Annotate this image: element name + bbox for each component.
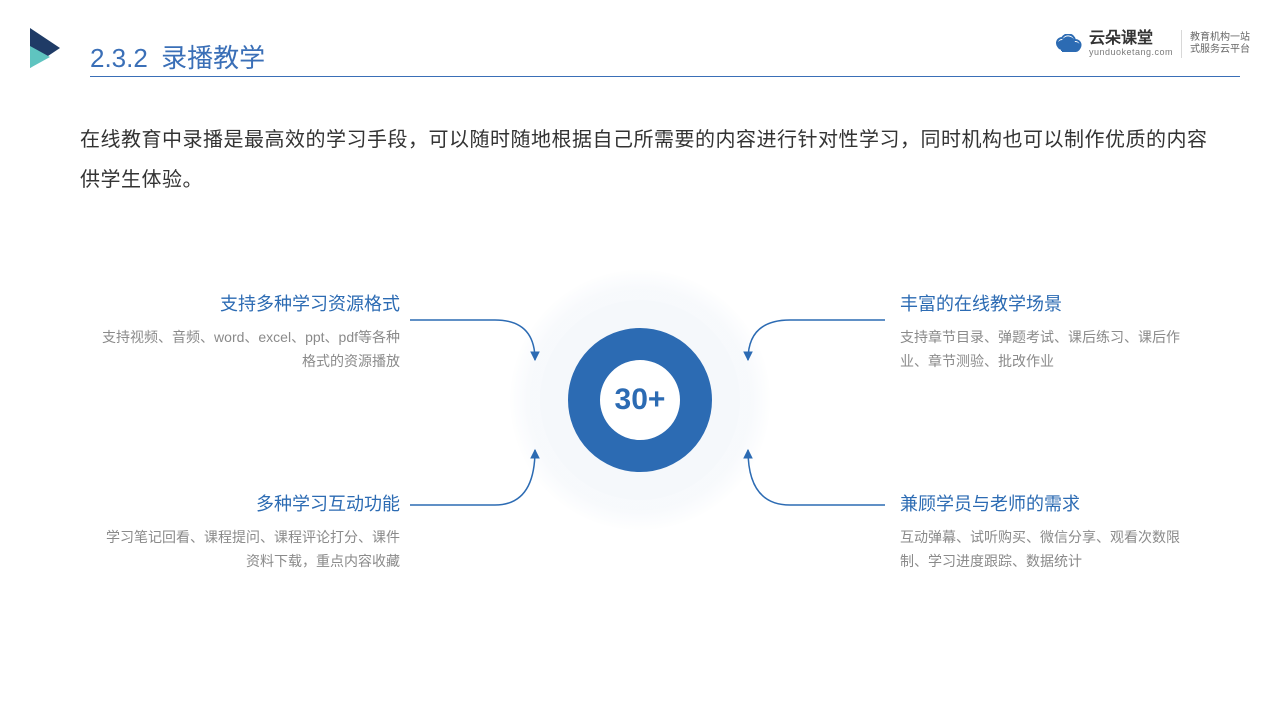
feature-desc: 学习笔记回看、课程提问、课程评论打分、课件资料下载，重点内容收藏 (100, 526, 400, 574)
feature-desc: 互动弹幕、试听购买、微信分享、观看次数限制、学习进度跟踪、数据统计 (900, 526, 1200, 574)
connector-top-left (400, 310, 540, 370)
feature-bottom-left: 多种学习互动功能 学习笔记回看、课程提问、课程评论打分、课件资料下载，重点内容收… (100, 490, 400, 574)
connector-bottom-right (740, 440, 890, 520)
connector-bottom-left (400, 440, 540, 520)
center-circle: 30+ (540, 300, 740, 500)
center-value: 30+ (540, 300, 740, 500)
play-bullet-icon (30, 28, 64, 73)
feature-bottom-right: 兼顾学员与老师的需求 互动弹幕、试听购买、微信分享、观看次数限制、学习进度跟踪、… (900, 490, 1200, 574)
brand-tagline-line1: 教育机构一站 (1190, 32, 1250, 44)
slide-header: 2.3.2 录播教学 云朵课堂 yunduoketang.com 教育机构一站 … (30, 20, 1250, 80)
intro-paragraph: 在线教育中录播是最高效的学习手段，可以随时随地根据自己所需要的内容进行针对性学习… (80, 120, 1210, 200)
cloud-icon (1055, 34, 1083, 54)
feature-title: 丰富的在线教学场景 (900, 290, 1200, 316)
logo-divider (1181, 30, 1182, 58)
feature-title: 多种学习互动功能 (100, 490, 400, 516)
brand-domain: yunduoketang.com (1089, 48, 1173, 58)
brand-name: 云朵课堂 (1089, 30, 1173, 48)
feature-desc: 支持视频、音频、word、excel、ppt、pdf等各种格式的资源播放 (100, 326, 400, 374)
section-number: 2.3.2 (90, 43, 148, 73)
brand-tagline-line2: 式服务云平台 (1190, 44, 1250, 56)
feature-title: 兼顾学员与老师的需求 (900, 490, 1200, 516)
connector-top-right (740, 310, 890, 370)
brand-tagline: 教育机构一站 式服务云平台 (1190, 32, 1250, 56)
feature-desc: 支持章节目录、弹题考试、课后练习、课后作业、章节测验、批改作业 (900, 326, 1200, 374)
section-title: 2.3.2 录播教学 (90, 38, 265, 75)
section-name: 录播教学 (161, 43, 265, 73)
feature-top-left: 支持多种学习资源格式 支持视频、音频、word、excel、ppt、pdf等各种… (100, 290, 400, 374)
feature-top-right: 丰富的在线教学场景 支持章节目录、弹题考试、课后练习、课后作业、章节测验、批改作… (900, 290, 1200, 374)
brand-text: 云朵课堂 yunduoketang.com (1089, 30, 1173, 57)
title-underline (90, 76, 1240, 77)
brand-logo: 云朵课堂 yunduoketang.com 教育机构一站 式服务云平台 (1055, 30, 1250, 58)
feature-title: 支持多种学习资源格式 (100, 290, 400, 316)
